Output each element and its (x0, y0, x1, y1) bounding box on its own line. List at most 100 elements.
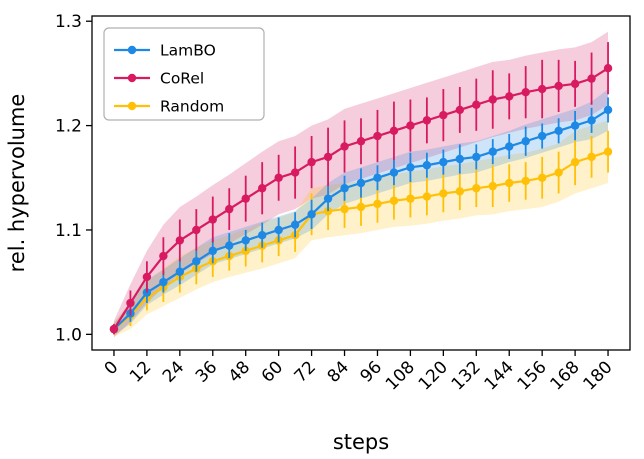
x-tick-label: 60 (258, 357, 287, 386)
marker-corel (257, 184, 267, 193)
x-tick-label: 120 (415, 357, 452, 394)
marker-random (505, 178, 514, 188)
confidence-band-corel (113, 31, 609, 338)
x-tick-label: 96 (357, 357, 386, 386)
x-tick-label: 0 (101, 357, 123, 379)
legend-marker-lambo (127, 45, 137, 55)
marker-lambo (389, 168, 399, 177)
confidence-band-random (113, 120, 609, 337)
marker-lambo (521, 137, 530, 146)
marker-lambo (554, 126, 563, 136)
marker-corel (290, 168, 300, 177)
y-tick-label: 1.2 (55, 117, 82, 137)
y-tick-label: 1.1 (55, 221, 82, 241)
marker-random (472, 184, 481, 193)
legend-label-lambo: LamBO (160, 42, 216, 60)
marker-corel (488, 95, 497, 104)
marker-corel (109, 324, 119, 334)
marker-corel (389, 126, 399, 136)
marker-random (603, 147, 613, 156)
marker-lambo (241, 236, 250, 245)
x-tick-label: 132 (448, 357, 485, 394)
marker-lambo (274, 225, 283, 235)
marker-lambo (505, 142, 514, 151)
marker-lambo (356, 178, 366, 188)
x-tick-label: 144 (481, 357, 518, 394)
x-tick-label: 24 (159, 357, 188, 386)
marker-lambo (570, 121, 580, 130)
marker-random (554, 168, 563, 177)
marker-random (422, 192, 432, 201)
marker-random (488, 181, 497, 191)
marker-lambo (439, 157, 448, 167)
x-tick-label: 72 (291, 357, 320, 386)
marker-corel (126, 298, 135, 308)
marker-random (356, 202, 366, 212)
marker-lambo (307, 210, 316, 219)
marker-corel (505, 92, 514, 101)
y-tick-label: 1.3 (55, 12, 82, 32)
marker-lambo (472, 152, 481, 162)
marker-random (537, 173, 547, 182)
marker-random (389, 196, 399, 205)
legend-label-random: Random (160, 98, 224, 116)
marker-corel (455, 105, 465, 115)
marker-random (455, 187, 465, 196)
marker-corel (422, 116, 432, 125)
x-tick-label: 108 (382, 357, 419, 394)
marker-corel (603, 63, 613, 73)
x-tick-label: 12 (126, 357, 155, 386)
marker-corel (472, 100, 481, 109)
marker-lambo (257, 230, 267, 240)
x-axis-label: steps (333, 430, 389, 454)
marker-random (570, 157, 580, 167)
marker-corel (406, 121, 415, 130)
marker-lambo (603, 105, 613, 115)
legend: LamBO CoRel Random (103, 27, 265, 121)
x-tick-label: 48 (225, 357, 254, 386)
marker-lambo (159, 277, 168, 287)
legend-marker-corel (127, 73, 137, 83)
marker-random (406, 194, 415, 203)
y-tick-label: 1.0 (55, 325, 82, 345)
marker-lambo (373, 173, 382, 182)
marker-corel (225, 204, 234, 214)
marker-corel (570, 79, 580, 89)
marker-lambo (175, 267, 185, 276)
marker-corel (159, 251, 168, 261)
marker-corel (208, 215, 217, 224)
x-tick-label: 84 (324, 357, 353, 386)
marker-corel (439, 110, 448, 120)
marker-random (373, 199, 382, 209)
marker-corel (274, 173, 283, 182)
axes-frame (91, 15, 631, 351)
marker-lambo (323, 194, 333, 203)
marker-corel (340, 142, 349, 151)
marker-lambo (422, 161, 432, 170)
marker-lambo (192, 257, 201, 266)
marker-lambo (488, 147, 497, 156)
marker-lambo (340, 184, 349, 193)
marker-random (340, 204, 349, 214)
marker-lambo (208, 246, 217, 256)
marker-corel (537, 84, 547, 94)
marker-corel (373, 131, 382, 141)
marker-lambo (290, 220, 300, 229)
x-tick-label: 168 (547, 357, 584, 394)
y-axis-label: rel. hypervolume (5, 94, 29, 273)
legend-label-corel: CoRel (160, 70, 204, 88)
x-tick-label: 180 (579, 357, 616, 394)
marker-lambo (537, 131, 547, 141)
marker-corel (241, 194, 250, 203)
marker-lambo (225, 241, 234, 250)
marker-lambo (406, 163, 415, 172)
marker-corel (142, 272, 152, 282)
confidence-band-lambo (113, 89, 609, 336)
marker-lambo (587, 116, 596, 125)
marker-corel (175, 236, 185, 245)
marker-random (439, 189, 448, 198)
x-tick-label: 36 (192, 357, 221, 386)
